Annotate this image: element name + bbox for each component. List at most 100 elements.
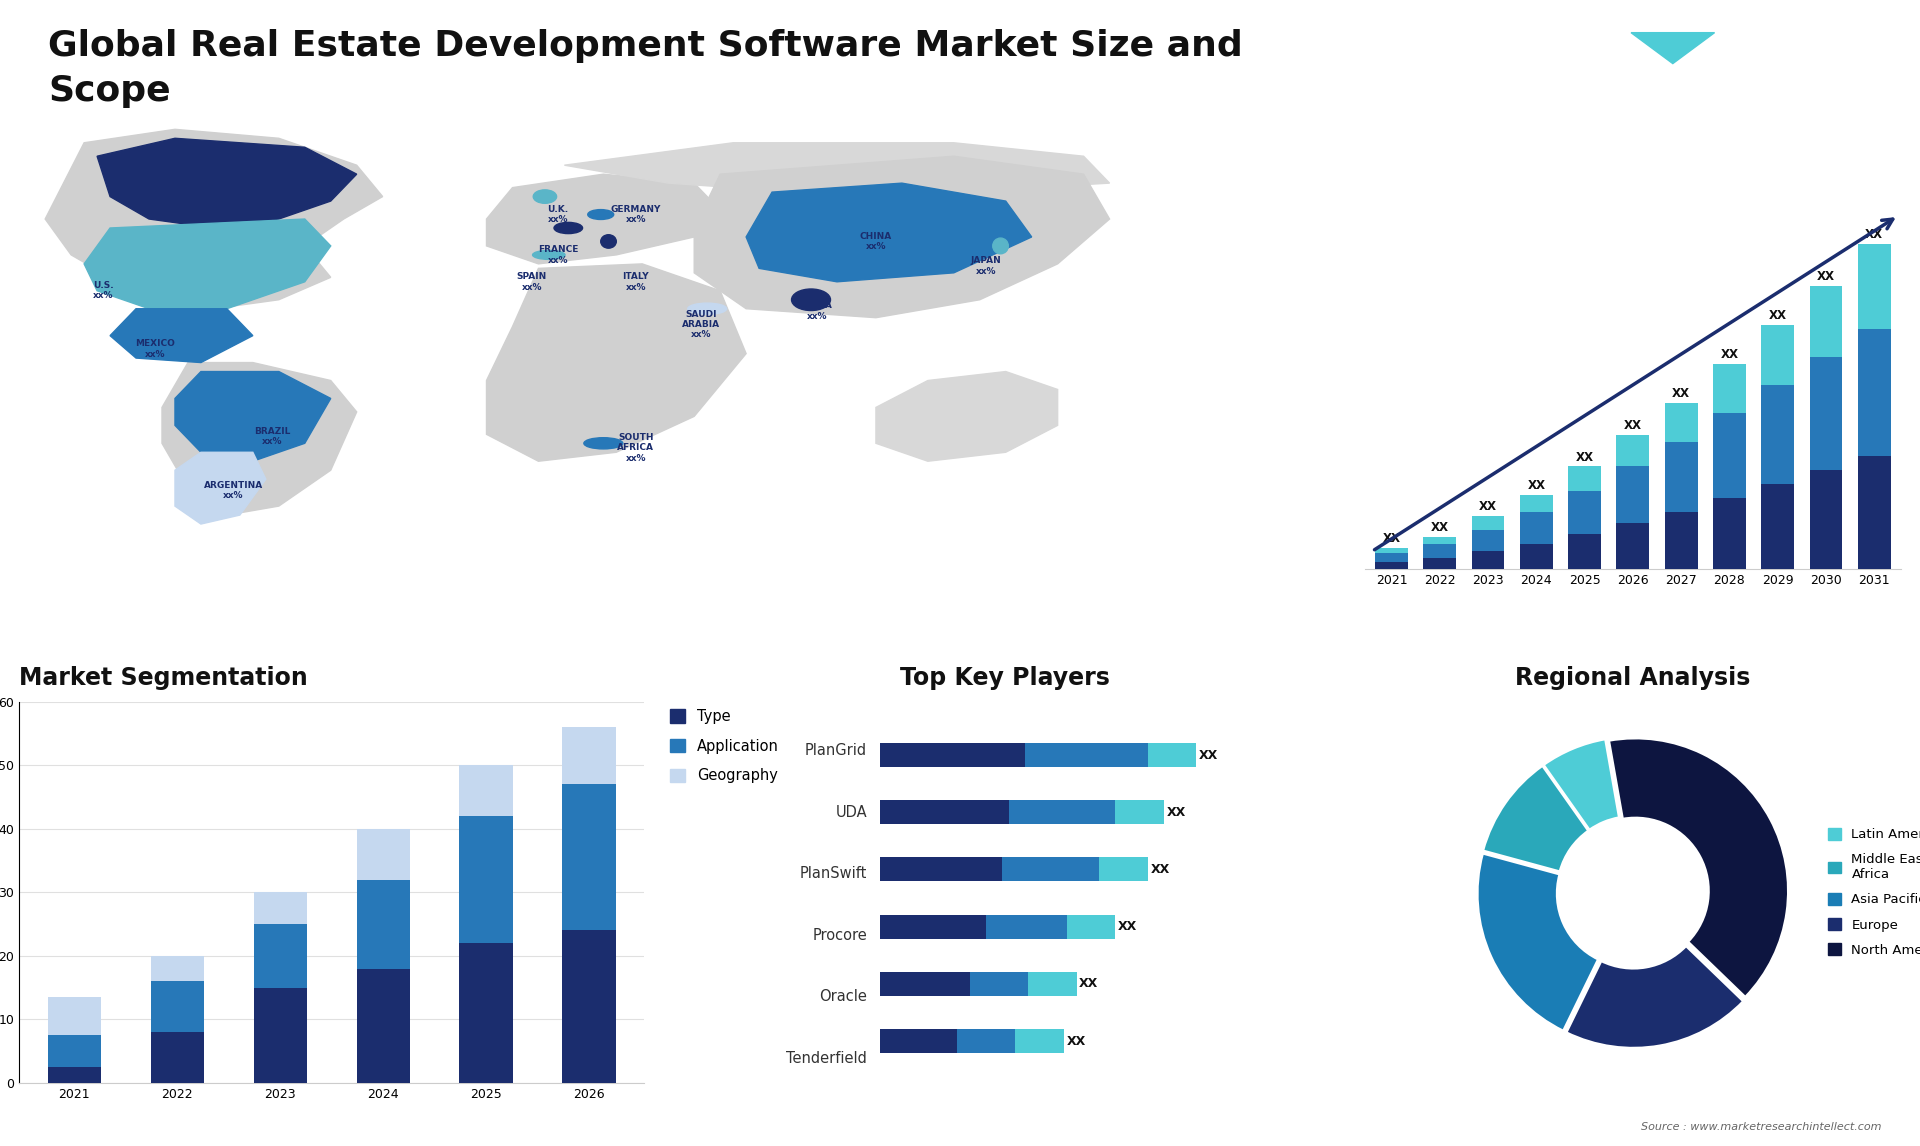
Bar xyxy=(1569,492,1601,534)
Bar xyxy=(357,880,411,968)
Text: JAPAN
xx%: JAPAN xx% xyxy=(972,257,1002,276)
Bar xyxy=(563,784,616,931)
Text: UDA: UDA xyxy=(835,804,868,819)
Text: PlanGrid: PlanGrid xyxy=(804,744,868,759)
Bar xyxy=(48,997,102,1035)
Bar xyxy=(459,943,513,1083)
Bar xyxy=(1809,356,1843,470)
Bar xyxy=(1423,537,1455,544)
Bar xyxy=(1617,523,1649,568)
Wedge shape xyxy=(1544,739,1619,830)
Bar xyxy=(150,1033,204,1083)
Polygon shape xyxy=(564,143,1110,193)
Text: XX: XX xyxy=(1720,348,1738,361)
Text: XX: XX xyxy=(1526,479,1546,492)
Bar xyxy=(563,727,616,784)
Ellipse shape xyxy=(534,190,557,203)
Text: Procore: Procore xyxy=(812,928,868,943)
Wedge shape xyxy=(1478,854,1597,1030)
Text: SAUDI
ARABIA
xx%: SAUDI ARABIA xx% xyxy=(682,309,720,339)
Text: MEXICO
xx%: MEXICO xx% xyxy=(136,339,175,359)
Text: XX: XX xyxy=(1672,387,1690,400)
Wedge shape xyxy=(1567,947,1743,1047)
Bar xyxy=(1423,558,1455,568)
Wedge shape xyxy=(1609,738,1788,997)
Text: MARKET: MARKET xyxy=(1732,38,1780,48)
Polygon shape xyxy=(486,264,747,461)
Text: Tenderfield: Tenderfield xyxy=(785,1051,868,1066)
Text: FRANCE
xx%: FRANCE xx% xyxy=(538,245,578,265)
Polygon shape xyxy=(161,362,357,515)
Text: CHINA
xx%: CHINA xx% xyxy=(860,231,893,251)
Bar xyxy=(1713,499,1745,568)
Text: BRAZIL
xx%: BRAZIL xx% xyxy=(253,426,290,446)
Bar xyxy=(563,931,616,1083)
Bar xyxy=(1471,516,1505,531)
Text: SPAIN
xx%: SPAIN xx% xyxy=(516,272,547,291)
Bar xyxy=(1859,244,1891,329)
Text: XX: XX xyxy=(1382,532,1400,544)
Ellipse shape xyxy=(791,289,831,311)
Bar xyxy=(48,1035,102,1067)
Text: Market Segmentation: Market Segmentation xyxy=(19,666,307,690)
Bar xyxy=(1809,286,1843,356)
Polygon shape xyxy=(747,183,1031,282)
Polygon shape xyxy=(46,129,382,308)
Polygon shape xyxy=(1630,33,1715,63)
Bar xyxy=(1423,544,1455,558)
Bar xyxy=(459,766,513,816)
Bar xyxy=(1617,466,1649,523)
Text: Global Real Estate Development Software Market Size and: Global Real Estate Development Software … xyxy=(48,29,1242,63)
Bar xyxy=(1521,495,1553,512)
Bar xyxy=(1761,385,1793,484)
Bar xyxy=(150,956,204,981)
Bar xyxy=(1713,364,1745,414)
Polygon shape xyxy=(175,371,330,461)
Bar xyxy=(1665,512,1697,568)
Bar xyxy=(253,988,307,1083)
Text: ARGENTINA
xx%: ARGENTINA xx% xyxy=(204,480,263,500)
Text: XX: XX xyxy=(1430,521,1450,534)
Text: XX: XX xyxy=(1768,309,1788,322)
Bar xyxy=(1665,441,1697,512)
Ellipse shape xyxy=(588,210,614,220)
Polygon shape xyxy=(109,308,253,362)
Legend: Type, Application, Geography: Type, Application, Geography xyxy=(670,709,780,783)
Polygon shape xyxy=(175,453,265,524)
Text: U.K.
xx%: U.K. xx% xyxy=(547,205,568,225)
Polygon shape xyxy=(84,219,330,308)
Text: CANADA
xx%: CANADA xx% xyxy=(200,201,242,220)
Text: XX: XX xyxy=(1478,500,1498,513)
Bar xyxy=(1521,512,1553,544)
Bar xyxy=(1809,470,1843,568)
Bar xyxy=(1761,484,1793,568)
Text: U.S.
xx%: U.S. xx% xyxy=(94,281,113,300)
Bar xyxy=(1569,466,1601,492)
Bar xyxy=(150,981,204,1033)
Polygon shape xyxy=(695,156,1110,317)
Ellipse shape xyxy=(993,238,1008,253)
Title: Regional Analysis: Regional Analysis xyxy=(1515,666,1751,690)
Bar xyxy=(357,968,411,1083)
Text: INTELLECT: INTELLECT xyxy=(1726,79,1788,89)
Bar xyxy=(459,816,513,943)
Bar xyxy=(357,829,411,880)
Text: PlanSwift: PlanSwift xyxy=(801,866,868,881)
Bar xyxy=(1375,548,1407,554)
Bar xyxy=(1471,531,1505,551)
Bar xyxy=(253,924,307,988)
Bar xyxy=(253,893,307,924)
Ellipse shape xyxy=(532,251,564,259)
Bar xyxy=(1471,551,1505,568)
Bar xyxy=(1375,554,1407,562)
Bar xyxy=(1713,414,1745,499)
Bar xyxy=(1859,329,1891,456)
Bar xyxy=(1569,534,1601,568)
Ellipse shape xyxy=(687,304,726,314)
Text: GERMANY
xx%: GERMANY xx% xyxy=(611,205,660,225)
Wedge shape xyxy=(1482,766,1588,871)
Ellipse shape xyxy=(601,235,616,249)
Bar xyxy=(1859,456,1891,568)
Text: Scope: Scope xyxy=(48,74,171,109)
Legend: Latin America, Middle East &
Africa, Asia Pacific, Europe, North America: Latin America, Middle East & Africa, Asi… xyxy=(1822,823,1920,963)
